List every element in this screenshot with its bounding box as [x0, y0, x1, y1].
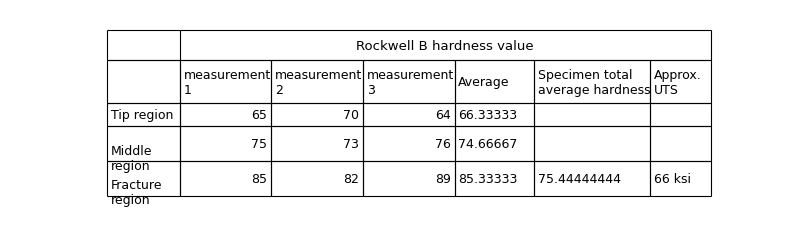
Text: 89: 89 — [435, 172, 450, 185]
Text: 75: 75 — [251, 138, 267, 151]
Text: 76: 76 — [435, 138, 450, 151]
Text: 66.33333: 66.33333 — [457, 109, 517, 122]
Text: measurement
1: measurement 1 — [183, 68, 270, 96]
Text: 85: 85 — [251, 172, 267, 185]
Text: 75.44444444: 75.44444444 — [537, 172, 620, 185]
Text: 74.66667: 74.66667 — [457, 138, 517, 151]
Text: 65: 65 — [251, 109, 267, 122]
Text: Specimen total
average hardness: Specimen total average hardness — [537, 68, 650, 96]
Text: Middle
region: Middle region — [111, 144, 152, 172]
Text: 66 ksi: 66 ksi — [653, 172, 690, 185]
Text: 82: 82 — [343, 172, 358, 185]
Text: 70: 70 — [343, 109, 358, 122]
Text: Average: Average — [457, 76, 509, 89]
Text: 64: 64 — [435, 109, 450, 122]
Text: measurement
2: measurement 2 — [275, 68, 362, 96]
Text: Fracture
region: Fracture region — [111, 179, 162, 207]
Text: 85.33333: 85.33333 — [457, 172, 517, 185]
Text: Approx.
UTS: Approx. UTS — [653, 68, 701, 96]
Text: measurement
3: measurement 3 — [367, 68, 453, 96]
Text: 73: 73 — [343, 138, 358, 151]
Text: Rockwell B hardness value: Rockwell B hardness value — [356, 40, 534, 53]
Text: Tip region: Tip region — [111, 109, 173, 122]
